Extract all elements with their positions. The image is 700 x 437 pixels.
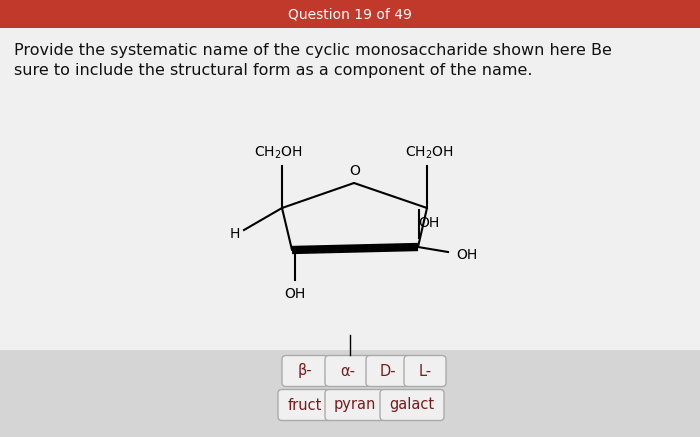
Text: α-: α- [340, 364, 356, 378]
Text: H: H [230, 227, 240, 241]
Text: pyran: pyran [334, 398, 376, 413]
Text: OH: OH [418, 216, 440, 230]
FancyBboxPatch shape [0, 350, 700, 437]
FancyBboxPatch shape [366, 356, 410, 386]
Text: Provide the systematic name of the cyclic monosaccharide shown here Be: Provide the systematic name of the cycli… [14, 42, 612, 58]
Text: galact: galact [389, 398, 435, 413]
FancyBboxPatch shape [380, 389, 444, 420]
Text: OH: OH [456, 248, 477, 262]
Text: fruct: fruct [288, 398, 322, 413]
FancyBboxPatch shape [325, 389, 385, 420]
Text: OH: OH [284, 287, 306, 301]
Text: L-: L- [419, 364, 432, 378]
Text: O: O [349, 164, 360, 178]
FancyBboxPatch shape [325, 356, 371, 386]
Text: D-: D- [379, 364, 396, 378]
Text: CH$_2$OH: CH$_2$OH [253, 145, 302, 161]
Text: CH$_2$OH: CH$_2$OH [405, 145, 454, 161]
FancyBboxPatch shape [0, 0, 700, 28]
Text: sure to include the structural form as a component of the name.: sure to include the structural form as a… [14, 62, 533, 77]
Text: β-: β- [298, 364, 312, 378]
FancyBboxPatch shape [404, 356, 446, 386]
FancyBboxPatch shape [282, 356, 328, 386]
FancyBboxPatch shape [0, 28, 700, 350]
Text: Question 19 of 49: Question 19 of 49 [288, 7, 412, 21]
FancyBboxPatch shape [278, 389, 332, 420]
